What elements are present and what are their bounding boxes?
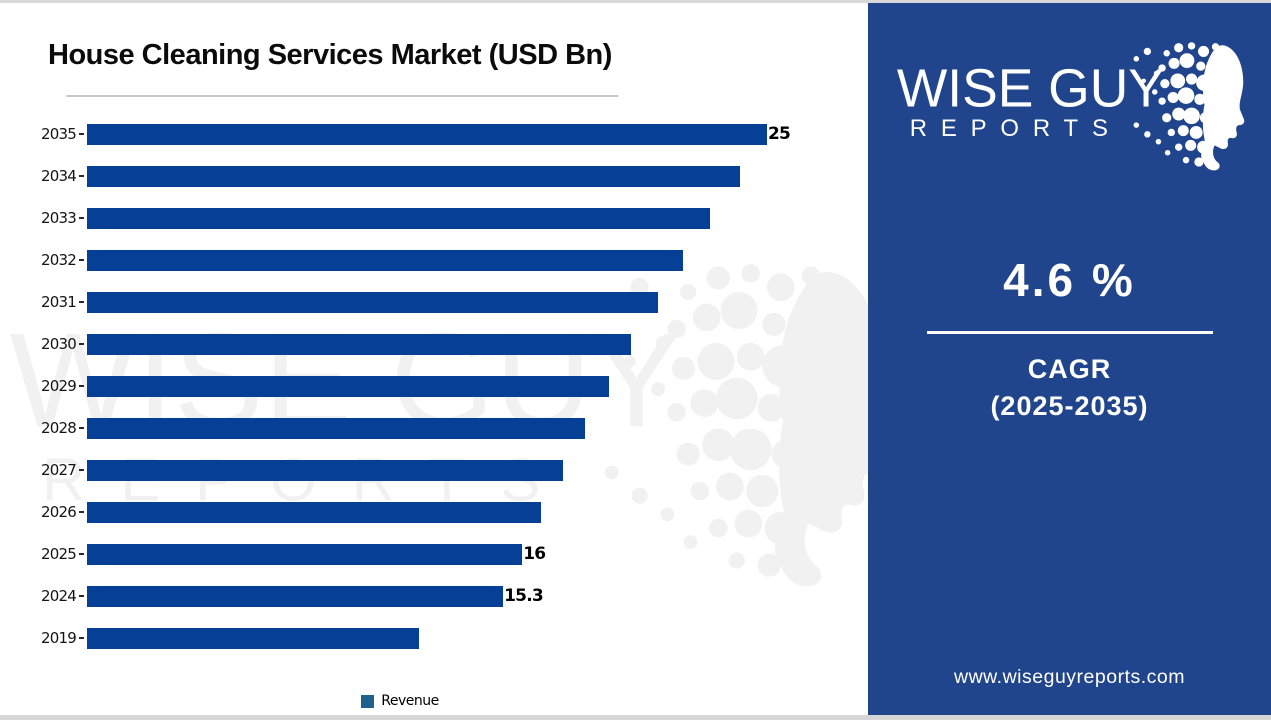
revenue-bar <box>87 543 523 565</box>
revenue-bar <box>87 375 610 397</box>
axis-tick <box>79 595 84 597</box>
bar-row: 2024 15.3 <box>4 575 864 617</box>
axis-tick <box>79 343 84 345</box>
brand-logo: WISE GUY REPORTS <box>895 33 1245 181</box>
face-profile-icon <box>1200 45 1244 171</box>
cagr-block: 4.6 % CAGR (2025-2035) <box>926 253 1213 422</box>
bar-row: 2026 <box>4 491 864 533</box>
axis-tick <box>79 217 84 219</box>
title-underline <box>66 95 618 97</box>
cagr-value: 4.6 % <box>1003 254 1136 306</box>
year-label: 2029 <box>41 377 77 395</box>
year-label: 2019 <box>41 629 77 647</box>
revenue-bar <box>87 417 585 439</box>
wise-guy-logo-icon: WISE GUY REPORTS <box>896 42 1244 171</box>
revenue-bar <box>87 165 740 187</box>
bar-row: 2033 <box>4 197 864 239</box>
axis-tick <box>79 301 84 303</box>
legend: Revenue <box>0 693 800 709</box>
bar-chart: 2035 25 2034 2033 2032 2031 2030 2029 2028 2027 20… <box>4 113 864 659</box>
logo-wordmark: WISE GUY <box>896 60 1163 119</box>
legend-label: Revenue <box>381 693 439 709</box>
bar-value-label: 16 <box>523 544 546 564</box>
year-label: 2031 <box>41 293 77 311</box>
revenue-bar <box>87 207 710 229</box>
axis-tick <box>79 553 84 555</box>
legend-swatch-icon <box>361 694 375 708</box>
year-label: 2028 <box>41 419 77 437</box>
page-title: House Cleaning Services Market (USD Bn) <box>48 39 612 71</box>
revenue-bar <box>87 333 631 355</box>
bar-row: 2032 <box>4 239 864 281</box>
axis-tick <box>79 511 84 513</box>
year-label: 2026 <box>41 503 77 521</box>
year-label: 2027 <box>41 461 77 479</box>
cagr-range: (2025-2035) <box>990 391 1149 421</box>
revenue-bar <box>87 459 563 481</box>
axis-tick <box>79 259 84 261</box>
axis-tick <box>79 427 84 429</box>
bar-row: 2019 <box>4 617 864 659</box>
year-label: 2032 <box>41 251 77 269</box>
year-label: 2034 <box>41 167 77 185</box>
revenue-bar <box>87 501 542 523</box>
bar-row: 2034 <box>4 155 864 197</box>
year-label: 2033 <box>41 209 77 227</box>
bar-value-label: 15.3 <box>504 586 544 606</box>
bar-row: 2028 <box>4 407 864 449</box>
year-label: 2024 <box>41 587 77 605</box>
revenue-bar <box>87 291 659 313</box>
year-label: 2030 <box>41 335 77 353</box>
revenue-bar <box>87 627 419 649</box>
axis-tick <box>79 175 84 177</box>
bar-row: 2027 <box>4 449 864 491</box>
bar-row: 2030 <box>4 323 864 365</box>
year-label: 2035 <box>41 125 77 143</box>
website-url[interactable]: www.wiseguyreports.com <box>954 666 1185 688</box>
revenue-bar <box>87 585 504 607</box>
axis-tick <box>79 469 84 471</box>
logo-subtext: REPORTS <box>909 115 1121 142</box>
axis-tick <box>79 133 84 135</box>
axis-tick <box>79 637 84 639</box>
bar-row: 2031 <box>4 281 864 323</box>
cagr-label: CAGR <box>1027 354 1112 384</box>
bar-row: 2029 <box>4 365 864 407</box>
brand-panel: WISE GUY REPORTS 4.6 % <box>868 3 1271 715</box>
bar-value-label: 25 <box>768 124 791 144</box>
bar-row: 2025 16 <box>4 533 864 575</box>
dotted-head-icon <box>1133 42 1219 167</box>
bar-row: 2035 25 <box>4 113 864 155</box>
revenue-bar <box>87 249 683 271</box>
axis-tick <box>79 385 84 387</box>
revenue-bar <box>87 123 767 145</box>
year-label: 2025 <box>41 545 77 563</box>
cagr-divider <box>926 331 1213 334</box>
